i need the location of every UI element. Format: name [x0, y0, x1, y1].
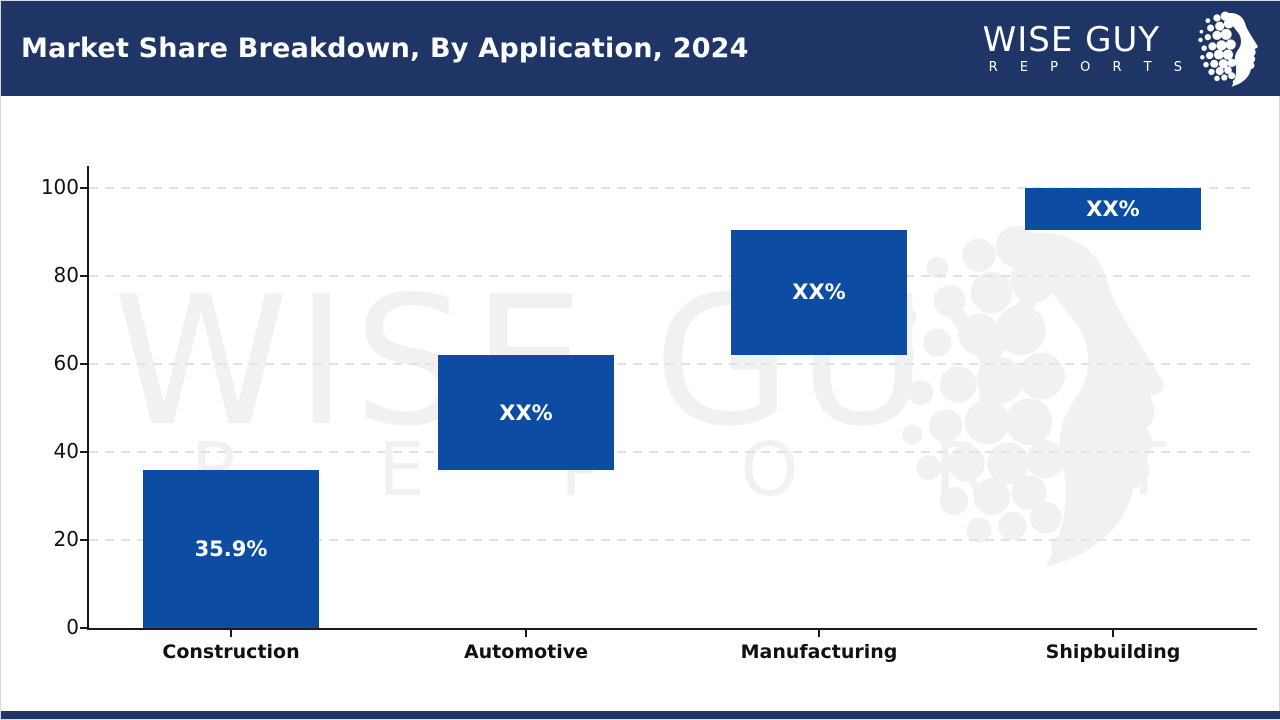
x-axis-line — [87, 628, 1257, 630]
y-tick-mark — [80, 275, 88, 277]
y-tick-mark — [80, 451, 88, 453]
bar-value-label: XX% — [499, 400, 553, 425]
bar-value-label: XX% — [1086, 196, 1140, 221]
x-category-label: Shipbuilding — [1045, 641, 1181, 663]
x-tick-mark — [230, 630, 232, 637]
gridline — [89, 539, 1257, 541]
brand-logo-text: WISE GUY R E P O R T S — [983, 23, 1191, 75]
x-category-label: Manufacturing — [740, 641, 898, 663]
y-tick-mark — [80, 627, 88, 629]
y-tick-mark — [80, 363, 88, 365]
gridline — [89, 275, 1257, 277]
y-tick-label: 100 — [40, 175, 79, 199]
y-tick-label: 40 — [53, 439, 79, 463]
x-tick-mark — [525, 630, 527, 637]
x-tick-mark — [818, 630, 820, 637]
header-bar: Market Share Breakdown, By Application, … — [1, 1, 1280, 96]
chart-title: Market Share Breakdown, By Application, … — [21, 33, 749, 64]
brand-logo: WISE GUY R E P O R T S — [983, 9, 1261, 89]
y-tick-mark — [80, 539, 88, 541]
y-tick-mark — [80, 187, 88, 189]
x-tick-mark — [1112, 630, 1114, 637]
y-tick-label: 0 — [66, 615, 79, 639]
x-category-label: Construction — [162, 641, 300, 663]
y-axis-line — [87, 166, 89, 630]
y-tick-label: 80 — [53, 263, 79, 287]
y-tick-label: 60 — [53, 351, 79, 375]
brand-subname: R E P O R T S — [988, 59, 1191, 75]
x-category-label: Automotive — [463, 641, 589, 663]
bar-automotive: XX% — [438, 355, 614, 471]
bar-value-label: XX% — [792, 280, 846, 305]
gridline — [89, 363, 1257, 365]
bar-shipbuilding: XX% — [1025, 188, 1201, 230]
footer-bar — [1, 711, 1280, 719]
gridline — [89, 187, 1257, 189]
brand-name: WISE GUY — [982, 19, 1161, 60]
chart-plot-area: 0 20 40 60 80 100 35.9% Construction XX% Automoti… — [1, 96, 1280, 713]
gridline — [89, 451, 1257, 453]
y-tick-label: 20 — [53, 527, 79, 551]
dotted-head-icon — [1198, 11, 1258, 87]
bar-manufacturing: XX% — [731, 229, 907, 356]
bar-construction: 35.9% — [143, 470, 319, 628]
bar-value-label: 35.9% — [194, 537, 268, 561]
